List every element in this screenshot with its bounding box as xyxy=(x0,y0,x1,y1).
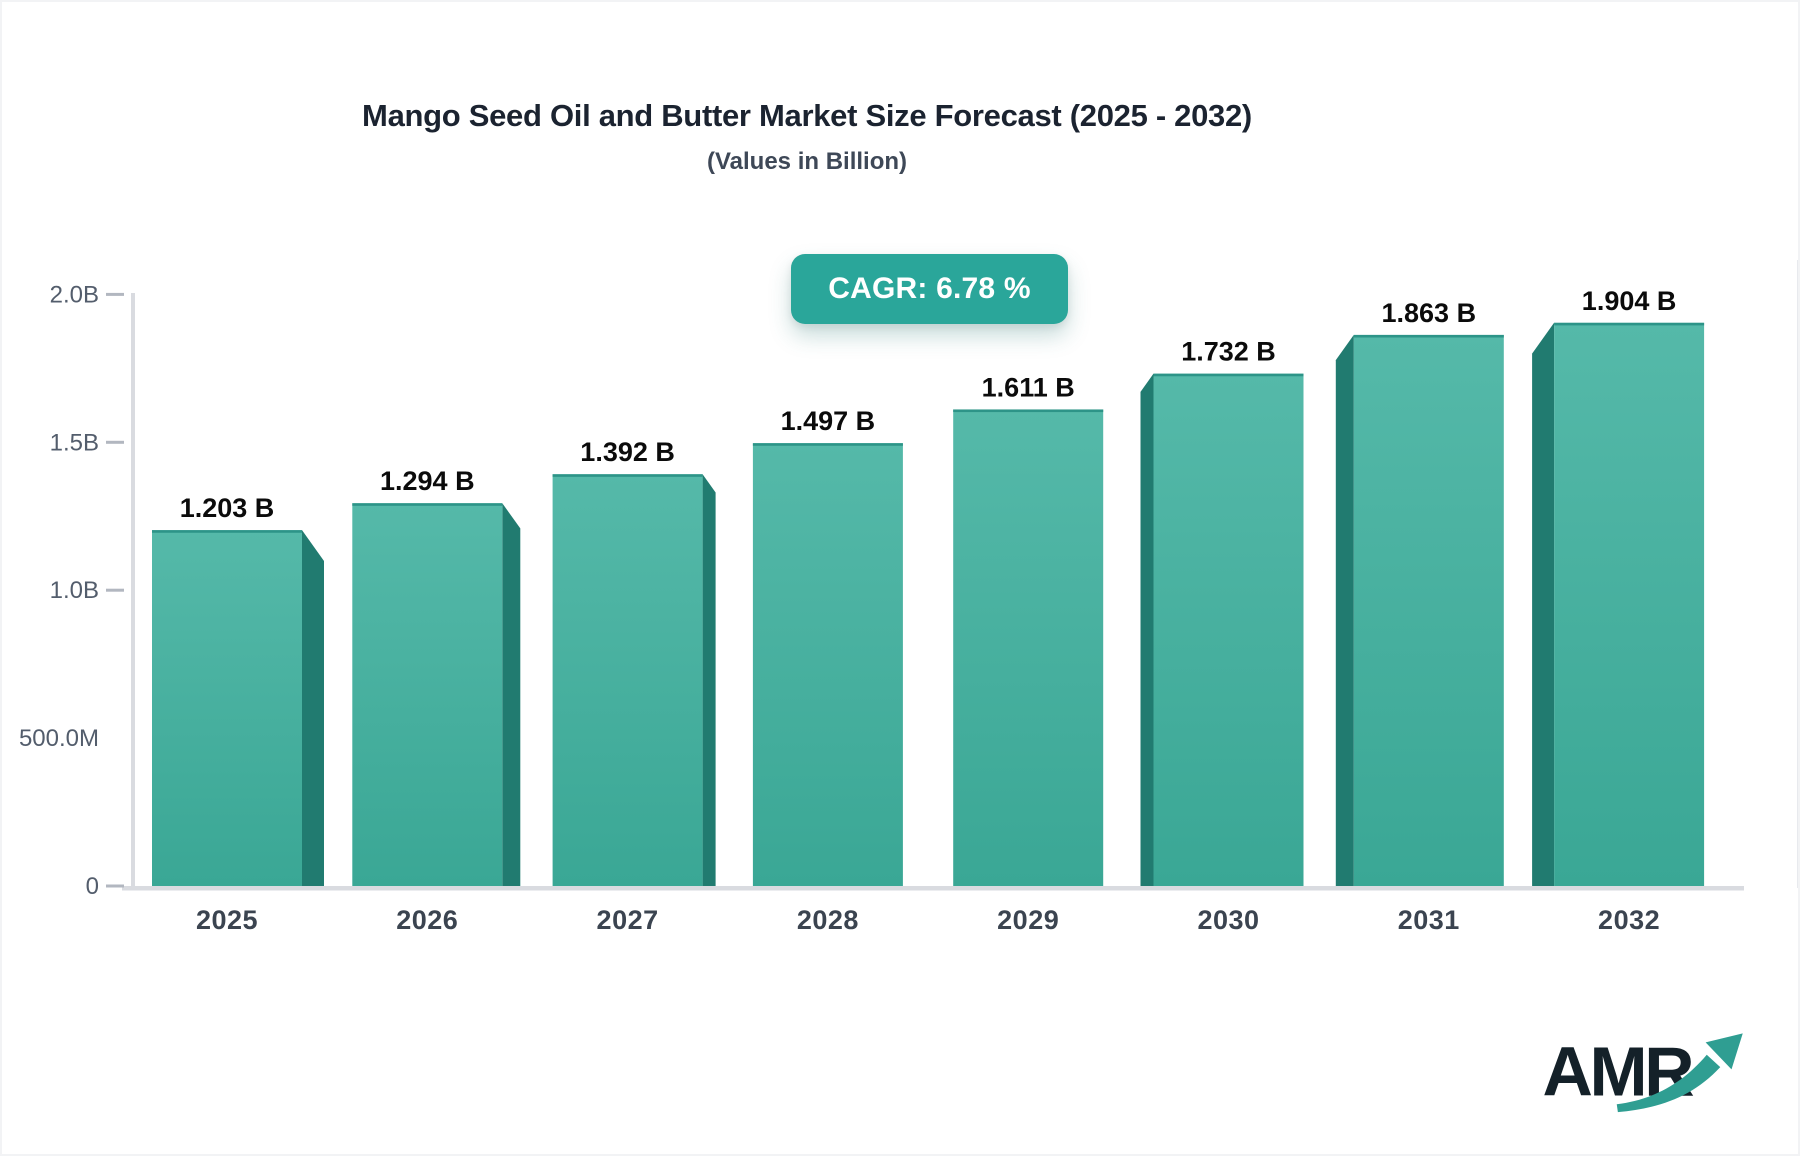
x-axis-label: 2027 xyxy=(597,905,659,935)
x-axis-label: 2031 xyxy=(1398,905,1460,935)
bar-top-edge xyxy=(752,443,903,446)
bar-front-face xyxy=(352,503,503,886)
bar-value-label: 1.392 B xyxy=(580,437,675,467)
chart-header: Mango Seed Oil and Butter Market Size Fo… xyxy=(2,2,1612,176)
bar-top-edge xyxy=(552,474,703,477)
bar-value-label: 1.611 B xyxy=(982,372,1075,402)
bar-front-face xyxy=(1554,322,1705,886)
y-tick-label: 1.0B xyxy=(50,577,99,604)
y-tick-dash xyxy=(106,292,124,296)
bar-side-face xyxy=(1335,334,1354,887)
x-axis-label: 2026 xyxy=(396,905,458,935)
bar-side-face xyxy=(1532,322,1555,886)
bar-2030[interactable]: 1.732 B 2030 xyxy=(1140,337,1304,935)
y-axis-line xyxy=(131,293,135,888)
plot-right-border xyxy=(1797,260,1798,888)
x-axis-label: 2029 xyxy=(997,905,1059,935)
bar-2029[interactable]: 1.611 B 2029 xyxy=(953,372,1104,935)
bar-2027[interactable]: 1.392 B 2027 xyxy=(552,437,716,935)
bar-front-face xyxy=(552,474,703,886)
bar-side-face xyxy=(302,530,324,886)
cagr-badge-label: CAGR: 6.78 % xyxy=(828,272,1031,305)
bar-2025[interactable]: 1.203 B 2025 xyxy=(152,493,324,935)
bar-side-face xyxy=(702,474,716,886)
bar-value-label: 1.904 B xyxy=(1582,286,1677,316)
bar-front-face xyxy=(953,409,1104,886)
x-axis-line xyxy=(122,886,1744,891)
bar-2032[interactable]: 1.904 B 2032 xyxy=(1532,286,1705,935)
bar-value-label: 1.294 B xyxy=(380,466,475,496)
bar-2031[interactable]: 1.863 B 2031 xyxy=(1335,298,1504,935)
growth-arrow-icon xyxy=(1616,1033,1743,1113)
x-axis-label: 2028 xyxy=(797,905,859,935)
cagr-badge: CAGR: 6.78 % xyxy=(791,254,1068,324)
bar-value-label: 1.863 B xyxy=(1382,298,1477,328)
y-tick-dash xyxy=(106,440,124,444)
x-axis-label: 2025 xyxy=(196,905,258,935)
bar-value-label: 1.497 B xyxy=(781,406,876,436)
bar-front-face xyxy=(152,530,302,886)
bar-2026[interactable]: 1.294 B 2026 xyxy=(352,466,521,935)
bar-value-label: 1.732 B xyxy=(1181,337,1276,367)
y-tick-dash xyxy=(106,884,124,888)
y-tick-label: 0 xyxy=(86,873,99,900)
bar-top-edge xyxy=(1153,373,1304,377)
y-tick-label: 500.0M xyxy=(19,725,99,752)
chart-title: Mango Seed Oil and Butter Market Size Fo… xyxy=(362,98,1252,133)
bar-top-edge xyxy=(1554,322,1705,326)
bar-front-face xyxy=(1353,334,1504,887)
bar-front-face xyxy=(752,443,903,886)
bar-2028[interactable]: 1.497 B 2028 xyxy=(752,406,903,935)
bar-value-label: 1.203 B xyxy=(180,493,275,523)
bar-top-edge xyxy=(352,503,503,506)
y-tick-dash xyxy=(106,588,124,592)
x-axis-label: 2030 xyxy=(1197,905,1259,935)
y-tick-label: 1.5B xyxy=(50,429,99,456)
chart-subtitle: (Values in Billion) xyxy=(706,148,908,175)
y-tick-label: 2.0B xyxy=(50,281,99,308)
bar-top-edge xyxy=(1353,334,1504,338)
bar-top-edge xyxy=(953,409,1104,413)
amr-logo: AMR xyxy=(1543,1032,1743,1113)
bar-front-face xyxy=(1153,373,1304,886)
bar-top-edge xyxy=(152,530,302,533)
bar-side-face xyxy=(1140,373,1154,886)
x-axis-label: 2032 xyxy=(1598,905,1660,935)
bar-side-face xyxy=(502,503,521,886)
